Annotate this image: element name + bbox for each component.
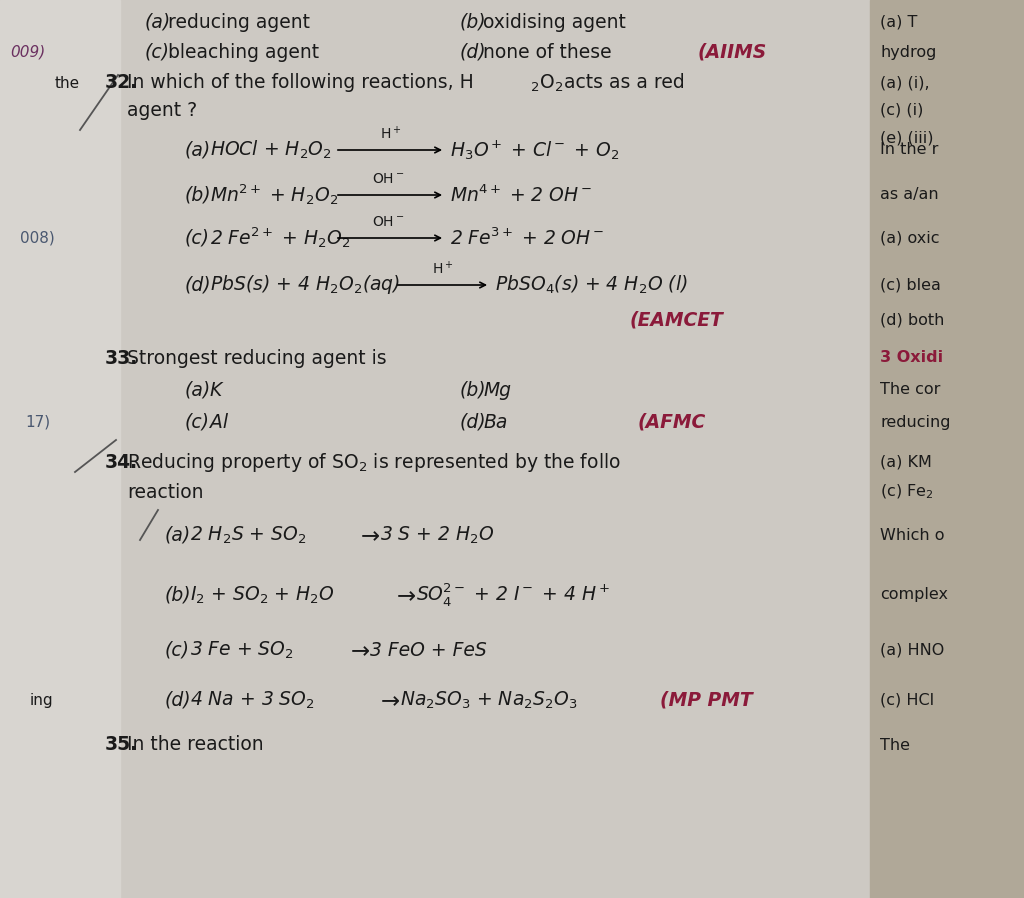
Text: OH$^-$: OH$^-$: [372, 215, 404, 229]
Text: 32.: 32.: [105, 74, 138, 92]
Text: (MP PMT: (MP PMT: [660, 691, 753, 709]
Text: 2 Fe$^{3+}$ + 2 OH$^-$: 2 Fe$^{3+}$ + 2 OH$^-$: [450, 227, 604, 249]
Text: 2 H$_2$S + SO$_2$: 2 H$_2$S + SO$_2$: [190, 524, 306, 546]
Text: (EAMCET: (EAMCET: [630, 311, 724, 330]
Text: acts as a red: acts as a red: [564, 74, 685, 92]
Text: (a): (a): [185, 381, 211, 400]
Text: ing: ing: [30, 692, 53, 708]
Text: (a) (i),: (a) (i),: [880, 75, 930, 91]
Text: Ba: Ba: [483, 412, 507, 432]
Text: HOCl + H$_2$O$_2$: HOCl + H$_2$O$_2$: [210, 139, 332, 161]
Text: (a): (a): [165, 525, 191, 544]
Text: 33.: 33.: [105, 348, 138, 367]
Text: complex: complex: [880, 587, 948, 603]
Text: Na$_2$SO$_3$ + Na$_2$S$_2$O$_3$: Na$_2$SO$_3$ + Na$_2$S$_2$O$_3$: [400, 690, 578, 710]
Text: (c): (c): [165, 640, 190, 659]
Text: reducing: reducing: [880, 415, 950, 429]
Text: (d): (d): [185, 276, 212, 295]
Text: (a): (a): [185, 140, 211, 160]
Text: $\rightarrow$: $\rightarrow$: [346, 638, 371, 662]
Text: (d): (d): [165, 691, 191, 709]
Text: 17): 17): [25, 415, 50, 429]
Text: (d): (d): [460, 42, 486, 61]
Text: 008): 008): [20, 231, 54, 245]
Text: (c): (c): [185, 412, 210, 432]
Text: 35.: 35.: [105, 735, 138, 754]
Text: $_2$O$_2$: $_2$O$_2$: [530, 73, 563, 93]
Text: $\rightarrow$: $\rightarrow$: [376, 689, 400, 711]
Text: I$_2$ + SO$_2$ + H$_2$O: I$_2$ + SO$_2$ + H$_2$O: [190, 585, 335, 605]
Text: 3 FeO + FeS: 3 FeO + FeS: [370, 640, 486, 659]
Text: Which o: Which o: [880, 527, 944, 542]
Text: agent ?: agent ?: [127, 101, 198, 119]
Text: (b): (b): [460, 13, 486, 31]
Text: 34.: 34.: [105, 453, 138, 471]
Text: (a) T: (a) T: [880, 14, 918, 30]
Text: PbSO$_4$(s) + 4 H$_2$O (l): PbSO$_4$(s) + 4 H$_2$O (l): [495, 274, 688, 296]
Text: bleaching agent: bleaching agent: [168, 42, 319, 61]
Text: 009): 009): [10, 45, 45, 59]
Text: OH$^-$: OH$^-$: [372, 172, 404, 186]
Text: (b): (b): [165, 585, 191, 604]
Text: The: The: [880, 737, 910, 753]
Text: SO$_4^{2-}$ + 2 I$^-$ + 4 H$^+$: SO$_4^{2-}$ + 2 I$^-$ + 4 H$^+$: [416, 582, 609, 609]
Text: Mn$^{4+}$ + 2 OH$^-$: Mn$^{4+}$ + 2 OH$^-$: [450, 184, 592, 206]
Text: H$_3$O$^+$ + Cl$^-$ + O$_2$: H$_3$O$^+$ + Cl$^-$ + O$_2$: [450, 138, 620, 162]
Text: (c) Fe$_2$: (c) Fe$_2$: [880, 483, 934, 501]
Text: Mg: Mg: [483, 381, 511, 400]
Text: (b): (b): [460, 381, 486, 400]
Text: 2 Fe$^{2+}$ + H$_2$O$_2$: 2 Fe$^{2+}$ + H$_2$O$_2$: [210, 225, 350, 251]
Text: K: K: [210, 381, 222, 400]
Text: oxidising agent: oxidising agent: [483, 13, 626, 31]
Text: (c): (c): [185, 228, 210, 248]
Text: (d): (d): [460, 412, 486, 432]
Text: Mn$^{2+}$ + H$_2$O$_2$: Mn$^{2+}$ + H$_2$O$_2$: [210, 182, 338, 207]
Text: H$^+$: H$^+$: [432, 260, 454, 277]
Text: (e) (iii): (e) (iii): [880, 130, 934, 145]
Text: (c) (i): (c) (i): [880, 102, 924, 118]
Text: (a): (a): [145, 13, 171, 31]
Text: H$^+$: H$^+$: [380, 126, 401, 143]
Text: Al: Al: [210, 412, 228, 432]
Text: (b): (b): [185, 186, 212, 205]
Text: hydrog: hydrog: [880, 45, 936, 59]
Text: In the reaction: In the reaction: [127, 735, 263, 754]
Text: (a) oxic: (a) oxic: [880, 231, 939, 245]
Text: (a) HNO: (a) HNO: [880, 642, 944, 657]
Text: (c): (c): [145, 42, 170, 61]
Text: reaction: reaction: [127, 482, 204, 501]
Text: none of these: none of these: [483, 42, 611, 61]
Text: Strongest reducing agent is: Strongest reducing agent is: [127, 348, 387, 367]
Text: $\rightarrow$: $\rightarrow$: [392, 584, 417, 606]
Text: (AFMC: (AFMC: [638, 412, 707, 432]
Text: (a) KM: (a) KM: [880, 454, 932, 470]
Text: In the r: In the r: [880, 143, 938, 157]
Text: (c) blea: (c) blea: [880, 277, 941, 293]
Text: 4 Na + 3 SO$_2$: 4 Na + 3 SO$_2$: [190, 690, 315, 710]
Text: $\rightarrow$: $\rightarrow$: [356, 524, 381, 547]
Text: PbS(s) + 4 H$_2$O$_2$(aq): PbS(s) + 4 H$_2$O$_2$(aq): [210, 274, 400, 296]
Text: The cor: The cor: [880, 383, 940, 398]
Text: 3 S + 2 H$_2$O: 3 S + 2 H$_2$O: [380, 524, 495, 546]
Text: (AIIMS: (AIIMS: [698, 42, 767, 61]
Text: In which of the following reactions, H: In which of the following reactions, H: [127, 74, 474, 92]
Text: 3 Fe + SO$_2$: 3 Fe + SO$_2$: [190, 639, 294, 661]
Text: 3 Oxidi: 3 Oxidi: [880, 350, 943, 365]
Text: reducing agent: reducing agent: [168, 13, 310, 31]
Bar: [870, 0, 1024, 898]
Text: (d) both: (d) both: [880, 313, 944, 328]
Text: the: the: [55, 75, 80, 91]
Text: (c) HCl: (c) HCl: [880, 692, 934, 708]
Text: as a/an: as a/an: [880, 188, 939, 203]
Text: Reducing property of SO$_2$ is represented by the follo: Reducing property of SO$_2$ is represent…: [127, 451, 621, 473]
Bar: [0, 0, 120, 898]
